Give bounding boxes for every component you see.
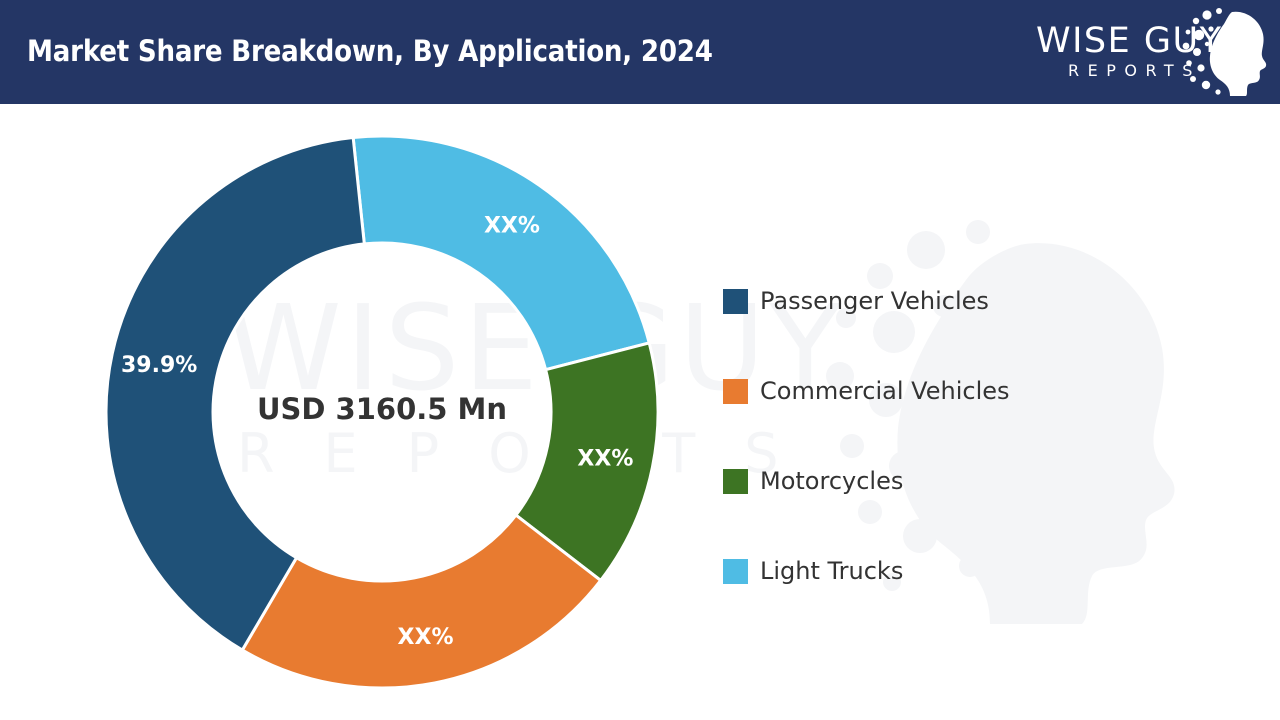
legend-swatch-icon-0 [723, 288, 748, 314]
legend-item-1[interactable]: Commercial Vehicles [723, 346, 1143, 436]
donut-slice-label-3: 39.9% [121, 353, 197, 378]
logo-wordmark-primary: WISE GUY [1036, 21, 1223, 61]
donut-slice-label-2: XX% [398, 625, 454, 650]
legend-label-0: Passenger Vehicles [760, 287, 989, 315]
page-title: Market Share Breakdown, By Application, … [27, 34, 713, 68]
donut-slice-light-trucks[interactable] [351, 134, 652, 372]
legend-item-0[interactable]: Passenger Vehicles [723, 256, 1143, 346]
donut-slice-passenger-vehicles[interactable] [104, 135, 366, 653]
logo-wordmark-secondary: REPORTS [1068, 61, 1201, 80]
donut-chart-svg: XX% XX% XX% 39.9% [104, 134, 660, 690]
legend-label-2: Motorcycles [760, 467, 904, 495]
donut-slice-label-1: XX% [577, 447, 633, 472]
legend-label-3: Light Trucks [760, 557, 904, 585]
legend-label-1: Commercial Vehicles [760, 377, 1010, 405]
donut-center-value: USD 3160.5 Mn [256, 392, 508, 426]
legend-item-3[interactable]: Light Trucks [723, 526, 1143, 616]
dotted-head-silhouette-icon [1182, 8, 1267, 97]
brand-logo: WISE GUY REPORTS [1024, 4, 1274, 100]
donut-slice-commercial-vehicles[interactable] [240, 513, 603, 690]
donut-slice-labels: XX% XX% XX% 39.9% [121, 214, 633, 650]
donut-chart: XX% XX% XX% 39.9% USD 3160.5 Mn [0, 104, 760, 720]
legend-item-2[interactable]: Motorcycles [723, 436, 1143, 526]
donut-slice-label-0: XX% [484, 214, 540, 239]
chart-body: WISE GUY REPORTS [0, 104, 1280, 720]
page-header: Market Share Breakdown, By Application, … [0, 0, 1280, 104]
donut-slices [104, 134, 660, 690]
legend-swatch-icon-1 [723, 378, 748, 404]
chart-legend: Passenger Vehicles Commercial Vehicles M… [723, 256, 1143, 616]
legend-swatch-icon-3 [723, 558, 748, 584]
legend-swatch-icon-2 [723, 468, 748, 494]
